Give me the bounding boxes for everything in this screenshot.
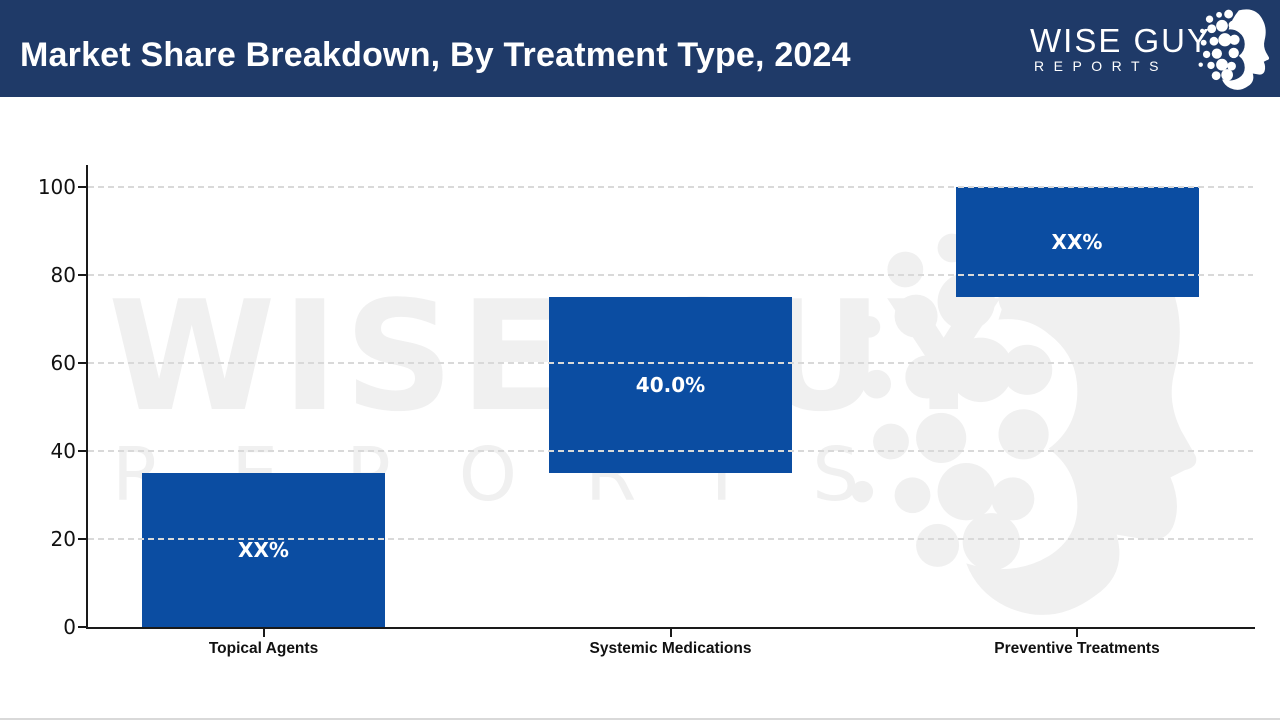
chart-title: Market Share Breakdown, By Treatment Typ… (20, 36, 851, 74)
gridline (88, 538, 1253, 540)
x-tick-mark (669, 629, 672, 637)
x-axis-line (86, 627, 1255, 629)
y-tick-label: 40 (50, 439, 76, 463)
y-tick-mark (78, 626, 86, 628)
y-axis-line (86, 165, 88, 629)
gridline (88, 186, 1253, 188)
wiseguy-head-icon (1198, 9, 1270, 90)
header-bar: Market Share Breakdown, By Treatment Typ… (0, 0, 1280, 97)
gridline (88, 274, 1253, 276)
bar-value-label: XX% (238, 538, 289, 562)
wiseguy-logo: WISE GUY REPORTS (1030, 0, 1270, 97)
y-tick-label: 80 (50, 263, 76, 287)
x-category-label: Systemic Medications (589, 640, 752, 657)
y-tick-label: 60 (50, 351, 76, 375)
bar-value-label: XX% (1051, 230, 1103, 254)
gridline (88, 450, 1253, 452)
x-tick-mark (1076, 629, 1078, 637)
y-tick-label: 0 (63, 615, 76, 639)
x-tick-mark (262, 629, 265, 637)
x-category-label: Preventive Treatments (994, 640, 1160, 657)
x-category-label: Topical Agents (208, 640, 319, 657)
bar: XX% (142, 473, 385, 627)
y-tick-mark (78, 274, 86, 276)
logo-text-reports: REPORTS (1034, 58, 1168, 74)
bar: XX% (955, 187, 1199, 297)
bar: 40.0% (549, 297, 792, 473)
y-tick-label: 100 (37, 175, 76, 199)
y-tick-mark (78, 450, 86, 452)
bar-value-label: 40.0% (635, 373, 706, 397)
gridline (88, 362, 1253, 364)
y-tick-mark (78, 186, 86, 188)
y-tick-label: 20 (50, 527, 76, 551)
logo-text-wiseguy: WISE GUY (1030, 22, 1212, 59)
y-tick-mark (78, 362, 86, 364)
y-tick-mark (78, 538, 86, 540)
